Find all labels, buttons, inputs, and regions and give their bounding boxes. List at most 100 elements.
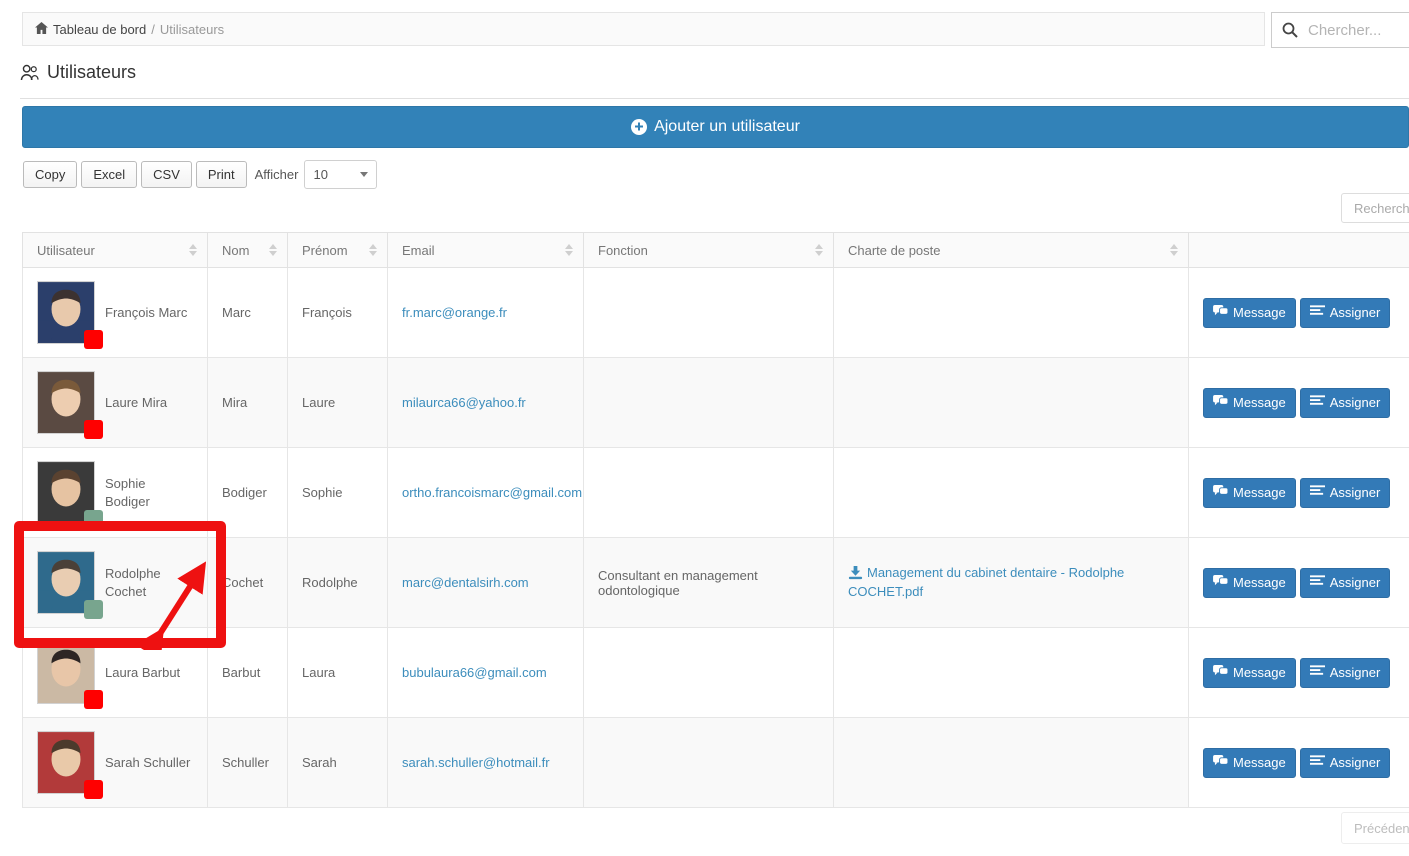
status-indicator [84,510,103,529]
sort-icon [369,244,377,256]
user-name: Sarah Schuller [105,754,191,770]
add-user-button[interactable]: Ajouter un utilisateur [22,106,1409,148]
table-header-row: Utilisateur Nom Prénom Email Fonction [22,232,1409,268]
cell-fonction [583,267,834,358]
message-button[interactable]: Message [1203,477,1296,508]
breadcrumb-root[interactable]: Tableau de bord [53,21,147,37]
csv-button[interactable]: CSV [141,161,192,188]
action-label: Message [1233,665,1286,680]
comments-icon [1213,394,1229,411]
column-header-prenom[interactable]: Prénom [287,232,388,268]
table-toolbar: Copy Excel CSV Print Afficher 10 [23,160,378,189]
table-row: Rodolphe Cochet Cochet Rodolphe marc@dental… [22,537,1409,628]
action-label: Message [1233,485,1286,500]
email-link[interactable]: fr.marc@orange.fr [402,305,507,320]
email-link[interactable]: marc@dentalsirh.com [402,575,529,590]
page-length-label: Afficher [254,167,299,182]
email-link[interactable]: ortho.francoismarc@gmail.com [402,485,583,500]
users-table-body: François Marc Marc François fr.marc@orange.… [22,267,1409,808]
cell-nom: Cochet [207,537,288,628]
title-divider [20,98,1409,99]
cell-nom: Mira [207,357,288,448]
align-left-icon [1309,575,1325,590]
column-header-utilisateur[interactable]: Utilisateur [22,232,208,268]
breadcrumb-separator: / [151,21,155,37]
action-label: Message [1233,755,1286,770]
cell-nom: Schuller [207,717,288,808]
cell-actions: Message Assigner [1188,717,1409,808]
cell-email: marc@dentalsirh.com [387,537,584,628]
excel-button[interactable]: Excel [81,161,138,188]
cell-utilisateur: Sophie Bodiger [22,447,208,538]
align-left-icon [1309,305,1325,320]
breadcrumb: Tableau de bord / Utilisateurs [22,12,1265,46]
sort-icon [1170,244,1178,256]
status-indicator [84,330,103,349]
message-button[interactable]: Message [1203,387,1296,418]
pagination-previous[interactable]: Précédent [1341,812,1409,844]
global-search-box[interactable] [1271,12,1409,48]
page-length-select[interactable]: 10 [304,160,378,189]
table-filter-box[interactable] [1341,193,1409,223]
download-icon [848,565,863,580]
column-label: Fonction [598,242,648,258]
message-button[interactable]: Message [1203,747,1296,778]
column-header-email[interactable]: Email [387,232,584,268]
status-indicator [84,780,103,799]
page-title: Utilisateurs [20,62,136,83]
assigner-button[interactable]: Assigner [1299,477,1391,508]
status-indicator [84,690,103,709]
avatar [37,551,103,619]
assigner-button[interactable]: Assigner [1299,297,1391,328]
status-indicator [84,420,103,439]
cell-actions: Message Assigner [1188,447,1409,538]
column-header-nom[interactable]: Nom [207,232,288,268]
user-name: Rodolphe Cochet [105,565,161,599]
cell-utilisateur: Sarah Schuller [22,717,208,808]
cell-actions: Message Assigner [1188,267,1409,358]
users-icon [20,64,39,81]
comments-icon [1213,664,1229,681]
action-label: Message [1233,575,1286,590]
page-length-value: 10 [313,167,328,182]
message-button[interactable]: Message [1203,567,1296,598]
email-link[interactable]: bubulaura66@gmail.com [402,665,547,680]
cell-prenom: Sophie [287,447,388,538]
cell-nom: Bodiger [207,447,288,538]
sort-icon [189,244,197,256]
table-filter-input[interactable] [1352,199,1409,217]
user-name: Laura Barbut [105,664,181,680]
cell-prenom: François [287,267,388,358]
column-header-actions [1188,232,1409,268]
align-left-icon [1309,485,1325,500]
print-button[interactable]: Print [195,161,247,188]
table-row: Laure Mira Mira Laure milaurca66@yahoo.fr Me… [22,357,1409,448]
message-button[interactable]: Message [1203,297,1296,328]
column-header-fonction[interactable]: Fonction [583,232,834,268]
search-input[interactable] [1306,20,1409,40]
avatar [37,281,103,349]
column-header-charte[interactable]: Charte de poste [833,232,1189,268]
cell-charte: Management du cabinet dentaire - Rodolph… [833,537,1189,628]
assigner-button[interactable]: Assigner [1299,747,1391,778]
cell-utilisateur: Rodolphe Cochet [22,537,208,628]
charte-download-link[interactable]: Management du cabinet dentaire - Rodolph… [848,565,1124,599]
user-name: Sophie Bodiger [105,475,150,509]
cell-prenom: Sarah [287,717,388,808]
email-link[interactable]: sarah.schuller@hotmail.fr [402,755,550,770]
cell-fonction [583,717,834,808]
status-indicator [84,600,103,619]
assigner-button[interactable]: Assigner [1299,657,1391,688]
cell-email: fr.marc@orange.fr [387,267,584,358]
cell-fonction [583,447,834,538]
action-label: Assigner [1329,755,1381,770]
sort-icon [815,244,823,256]
assigner-button[interactable]: Assigner [1299,567,1391,598]
email-link[interactable]: milaurca66@yahoo.fr [402,395,526,410]
align-left-icon [1309,665,1325,680]
assigner-button[interactable]: Assigner [1299,387,1391,418]
avatar [37,731,103,799]
copy-button[interactable]: Copy [23,161,78,188]
cell-fonction [583,357,834,448]
message-button[interactable]: Message [1203,657,1296,688]
